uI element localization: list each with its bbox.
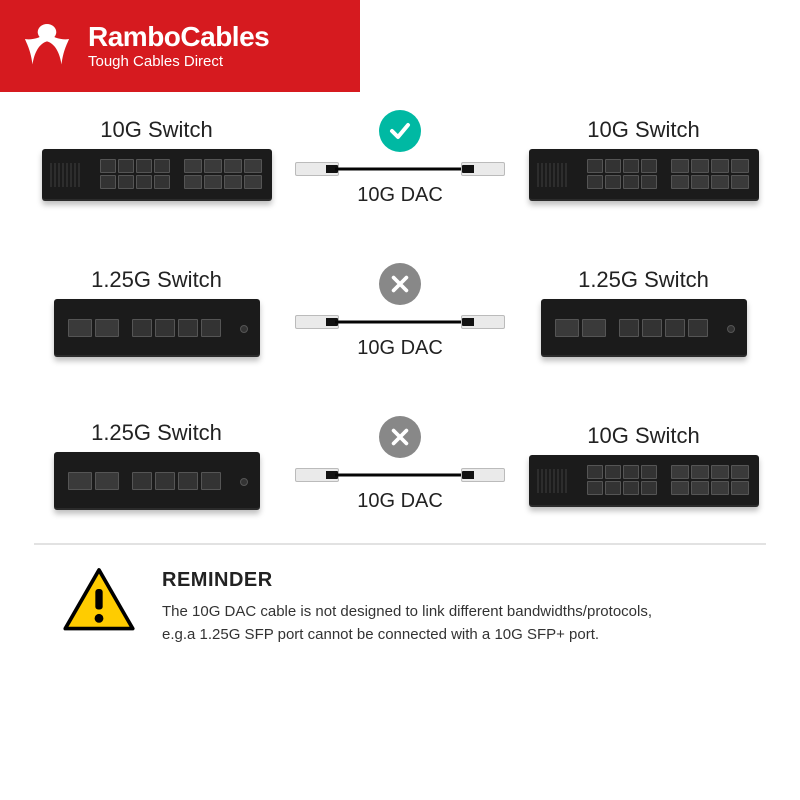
reminder-text: REMINDER The 10G DAC cable is not design… xyxy=(162,567,652,647)
brand-text: RamboCables Tough Cables Direct xyxy=(88,23,269,70)
switch-10g-icon xyxy=(529,455,759,507)
cable-label: 10G DAC xyxy=(357,337,443,360)
reminder-line: e.g.a 1.25G SFP port cannot be connected… xyxy=(162,626,599,643)
compat-row: 10G Switch 10G DAC xyxy=(34,110,766,207)
device-label: 10G Switch xyxy=(587,117,700,143)
dac-cable-icon xyxy=(295,464,505,486)
cable-column: 10G DAC xyxy=(285,416,515,513)
switch-125g-icon xyxy=(54,452,260,510)
cable-column: 10G DAC xyxy=(285,110,515,207)
dac-cable-icon xyxy=(295,311,505,333)
device-label: 1.25G Switch xyxy=(91,267,222,293)
switch-125g-icon xyxy=(54,299,260,357)
compat-row: 1.25G Switch 10G DAC 10G Switch xyxy=(34,416,766,513)
device-label: 10G Switch xyxy=(100,117,213,143)
cross-icon xyxy=(379,416,421,458)
reminder-body: The 10G DAC cable is not designed to lin… xyxy=(162,600,652,647)
right-device: 10G Switch xyxy=(521,423,766,507)
switch-125g-icon xyxy=(541,299,747,357)
brand-tagline: Tough Cables Direct xyxy=(88,53,269,70)
cable-label: 10G DAC xyxy=(357,184,443,207)
brand-name: RamboCables xyxy=(88,23,269,51)
right-device: 10G Switch xyxy=(521,117,766,201)
reminder-section: REMINDER The 10G DAC cable is not design… xyxy=(0,545,800,647)
left-device: 1.25G Switch xyxy=(34,420,279,510)
device-label: 10G Switch xyxy=(587,423,700,449)
brand-logo-icon xyxy=(18,17,76,75)
compat-row: 1.25G Switch 10G DAC 1.25G Switch xyxy=(34,263,766,360)
cable-label: 10G DAC xyxy=(357,490,443,513)
device-label: 1.25G Switch xyxy=(578,267,709,293)
left-device: 1.25G Switch xyxy=(34,267,279,357)
switch-10g-icon xyxy=(42,149,272,201)
device-label: 1.25G Switch xyxy=(91,420,222,446)
cross-icon xyxy=(379,263,421,305)
reminder-line: The 10G DAC cable is not designed to lin… xyxy=(162,603,652,620)
reminder-title: REMINDER xyxy=(162,569,652,592)
left-device: 10G Switch xyxy=(34,117,279,201)
warning-icon xyxy=(62,567,136,633)
checkmark-icon xyxy=(379,110,421,152)
dac-cable-icon xyxy=(295,158,505,180)
right-device: 1.25G Switch xyxy=(521,267,766,357)
switch-10g-icon xyxy=(529,149,759,201)
compatibility-diagram: 10G Switch 10G DAC xyxy=(0,92,800,513)
brand-banner: RamboCables Tough Cables Direct xyxy=(0,0,360,92)
cable-column: 10G DAC xyxy=(285,263,515,360)
